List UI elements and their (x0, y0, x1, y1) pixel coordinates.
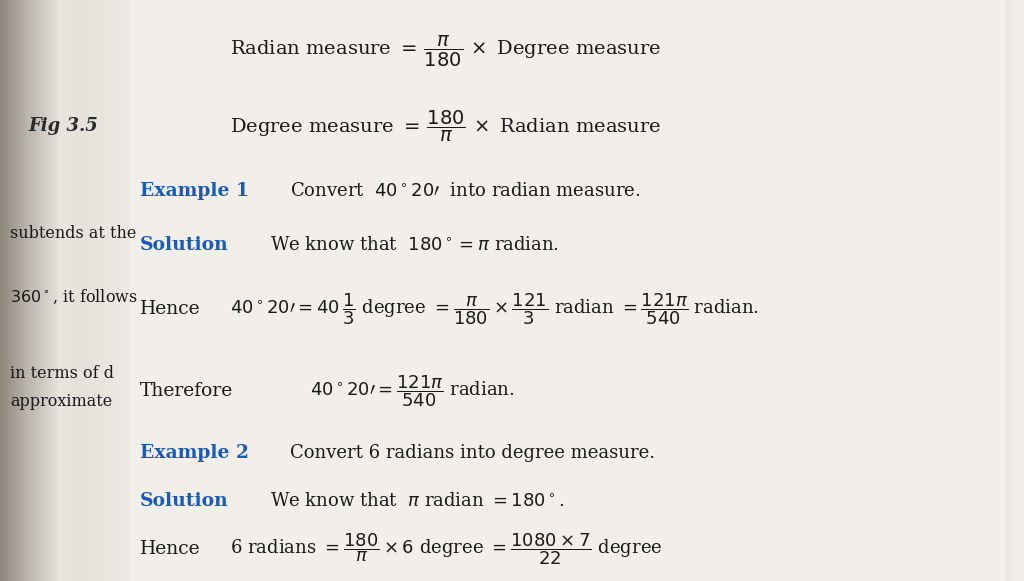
Text: Solution: Solution (140, 492, 228, 510)
Text: Therefore: Therefore (140, 382, 233, 400)
Text: in terms of d: in terms of d (10, 364, 114, 382)
Text: Hence: Hence (140, 300, 201, 318)
Text: approximate: approximate (10, 393, 113, 410)
Text: Hence: Hence (140, 540, 201, 558)
Text: $40^\circ 20\prime = 40\,\dfrac{1}{3}$ degree $= \dfrac{\pi}{180}\times\dfrac{12: $40^\circ 20\prime = 40\,\dfrac{1}{3}$ d… (230, 291, 759, 327)
Text: We know that  $\pi$ radian $= 180^\circ$.: We know that $\pi$ radian $= 180^\circ$. (270, 492, 565, 510)
Text: Degree measure $=\,\dfrac{180}{\pi}\,\times$ Radian measure: Degree measure $=\,\dfrac{180}{\pi}\,\ti… (230, 109, 662, 144)
Text: Fig 3.5: Fig 3.5 (28, 117, 97, 135)
Text: Radian measure $=\,\dfrac{\pi}{180}\,\times$ Degree measure: Radian measure $=\,\dfrac{\pi}{180}\,\ti… (230, 34, 662, 69)
Text: Convert 6 radians into degree measure.: Convert 6 radians into degree measure. (290, 444, 655, 462)
Text: We know that  $180^\circ = \pi$ radian.: We know that $180^\circ = \pi$ radian. (270, 236, 559, 254)
Text: Example 1: Example 1 (140, 182, 249, 200)
Text: subtends at the: subtends at the (10, 224, 136, 242)
Text: $40^\circ 20\prime = \dfrac{121\pi}{540}$ radian.: $40^\circ 20\prime = \dfrac{121\pi}{540}… (310, 373, 515, 409)
Text: Example 2: Example 2 (140, 444, 249, 462)
Text: Solution: Solution (140, 236, 228, 254)
Text: $360^\circ$, it follows: $360^\circ$, it follows (10, 288, 138, 306)
Text: 6 radians $= \dfrac{180}{\pi}\times 6$ degree $= \dfrac{1080\times 7}{22}$ degre: 6 radians $= \dfrac{180}{\pi}\times 6$ d… (230, 531, 663, 567)
Text: Convert  $40^\circ 20\prime$  into radian measure.: Convert $40^\circ 20\prime$ into radian … (290, 182, 640, 200)
